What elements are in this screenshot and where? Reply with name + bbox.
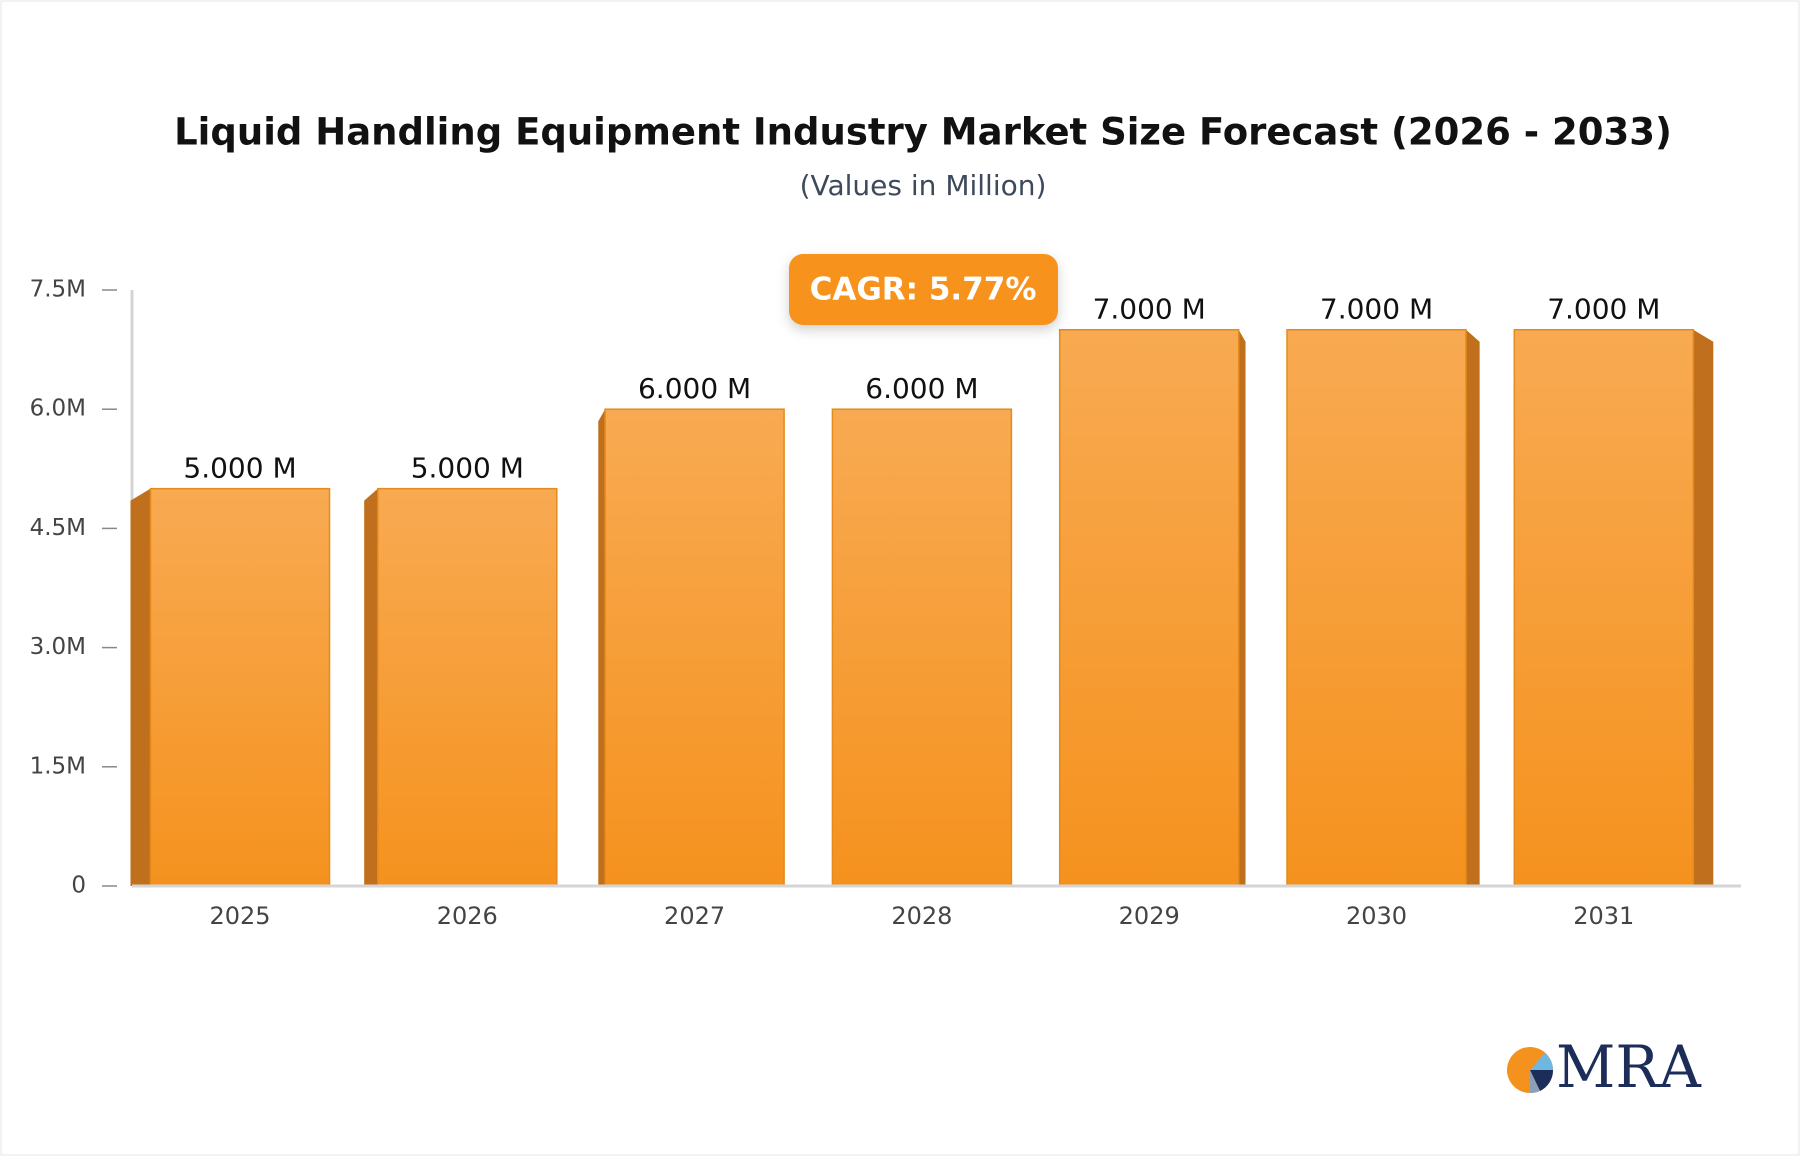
y-tick-label: 1.5M (30, 753, 86, 779)
value-label: 7.000 M (1093, 293, 1206, 326)
bar-side (364, 488, 378, 886)
logo: MRA (1507, 1033, 1702, 1101)
x-tick-label: 2031 (1573, 902, 1634, 930)
bar-side (1693, 329, 1714, 886)
logo-text: MRA (1556, 1033, 1702, 1101)
bar (1058, 328, 1240, 887)
chart-title: Liquid Handling Equipment Industry Marke… (174, 111, 1672, 154)
bar (831, 408, 1013, 887)
chart-subtitle: (Values in Million) (800, 169, 1047, 202)
y-tick-label: 7.5M (30, 277, 86, 303)
value-label: 6.000 M (638, 372, 751, 405)
y-tick-label: 4.5M (30, 515, 86, 541)
bar-side (130, 488, 151, 886)
bar (1286, 328, 1467, 887)
x-tick-label: 2028 (891, 902, 952, 930)
value-label: 7.000 M (1320, 293, 1433, 326)
bar (377, 487, 558, 887)
value-label: 5.000 M (183, 452, 296, 485)
y-tick-label: 6.0M (30, 396, 86, 422)
value-label: 6.000 M (865, 372, 978, 405)
bar-side (1466, 329, 1480, 886)
cagr-badge: CAGR: 5.77% (789, 254, 1058, 325)
y-tick-label: 3.0M (30, 634, 86, 660)
bar-side (1238, 329, 1246, 886)
x-tick-label: 2026 (437, 902, 498, 930)
bar-side (598, 409, 606, 886)
x-tick-label: 2029 (1119, 902, 1180, 930)
bar (1513, 328, 1695, 887)
bar (149, 487, 331, 887)
bar (604, 408, 785, 887)
y-tick-label: 0 (71, 873, 86, 899)
x-tick-label: 2030 (1346, 902, 1407, 930)
x-tick-label: 2027 (664, 902, 725, 930)
cagr-text: CAGR: 5.77% (810, 272, 1037, 308)
cagr-box (789, 254, 1058, 325)
value-label: 7.000 M (1547, 293, 1660, 326)
value-label: 5.000 M (411, 452, 524, 485)
x-tick-label: 2025 (209, 902, 270, 930)
